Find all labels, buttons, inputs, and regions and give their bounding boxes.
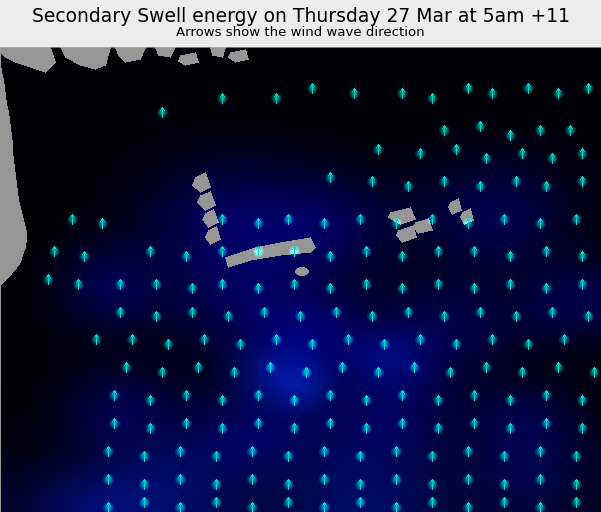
Text: Arrows show the wind wave direction: Arrows show the wind wave direction bbox=[176, 27, 425, 39]
Text: Secondary Swell energy on Thursday 27 Mar at 5am +11: Secondary Swell energy on Thursday 27 Ma… bbox=[31, 7, 570, 26]
